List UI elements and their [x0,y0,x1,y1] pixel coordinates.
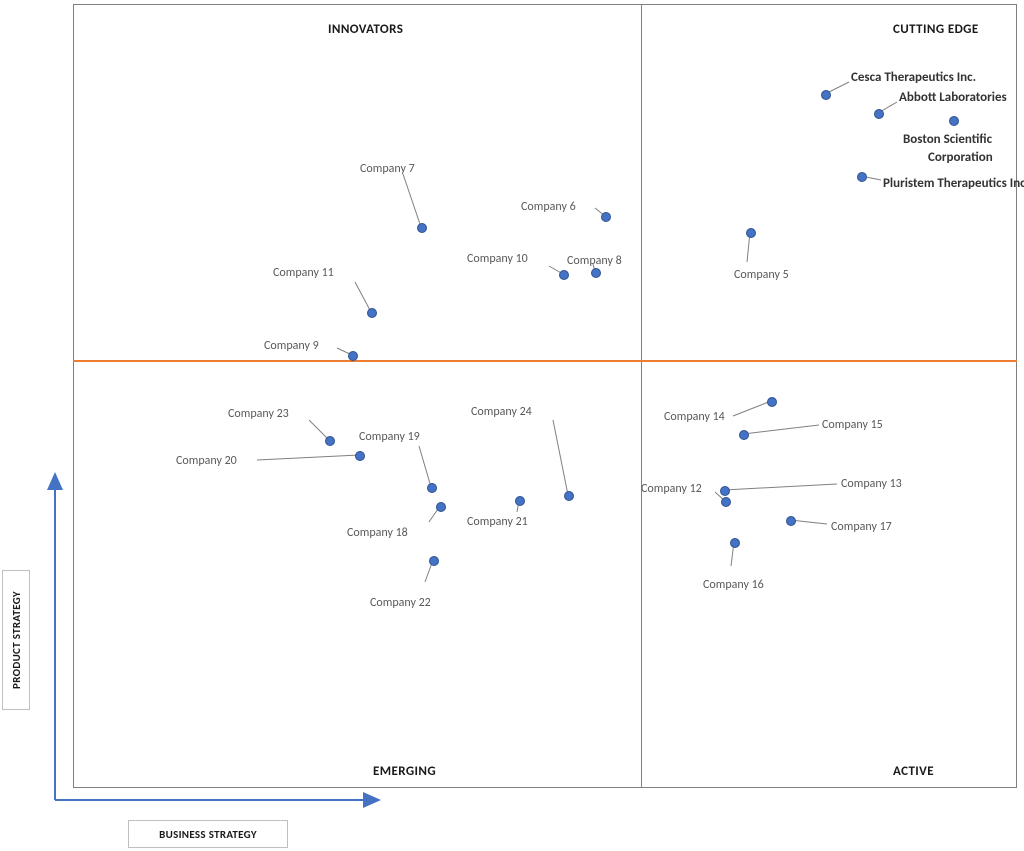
point-label-c9: Company 9 [264,339,319,353]
point-label-c8: Company 8 [567,254,622,268]
leader-c14 [733,401,771,416]
point-label-c12: Company 12 [641,482,702,496]
leader-c20 [257,455,359,460]
x-axis-label: BUSINESS STRATEGY [128,820,288,848]
point-label-c10: Company 10 [467,252,528,266]
point-label-boston2: Corporation [928,150,993,165]
point-label-c22: Company 22 [370,596,431,610]
leader-c19 [419,446,431,487]
leader-c15 [743,425,819,434]
leader-c13 [724,484,837,490]
leader-c7 [403,174,421,227]
point-label-pluristem: Pluristem Therapeutics Inc. [883,176,1024,191]
point-label-cesca: Cesca Therapeutics Inc. [851,70,976,85]
point-label-c24: Company 24 [471,405,532,419]
point-label-c14: Company 14 [664,410,725,424]
point-label-abbott: Abbott Laboratories [899,90,1007,105]
point-label-c21: Company 21 [467,515,528,529]
point-label-c16: Company 16 [703,578,764,592]
point-label-c18: Company 18 [347,526,408,540]
point-label-c6: Company 6 [521,200,576,214]
point-label-c17: Company 17 [831,520,892,534]
point-label-c11: Company 11 [273,266,334,280]
leader-c11 [355,282,371,312]
y-axis-label: PRODUCT STRATEGY [2,570,30,710]
point-label-c19: Company 19 [359,430,420,444]
point-label-c13: Company 13 [841,477,902,491]
point-label-c5: Company 5 [734,268,789,282]
point-label-c7: Company 7 [360,162,415,176]
point-label-c20: Company 20 [176,454,237,468]
point-label-c23: Company 23 [228,407,289,421]
point-label-boston1: Boston Scientific [903,132,992,147]
chart-stage: INNOVATORSCUTTING EDGEEMERGINGACTIVE Ces… [0,0,1024,851]
point-label-c15: Company 15 [822,418,883,432]
leader-c24 [553,420,568,495]
